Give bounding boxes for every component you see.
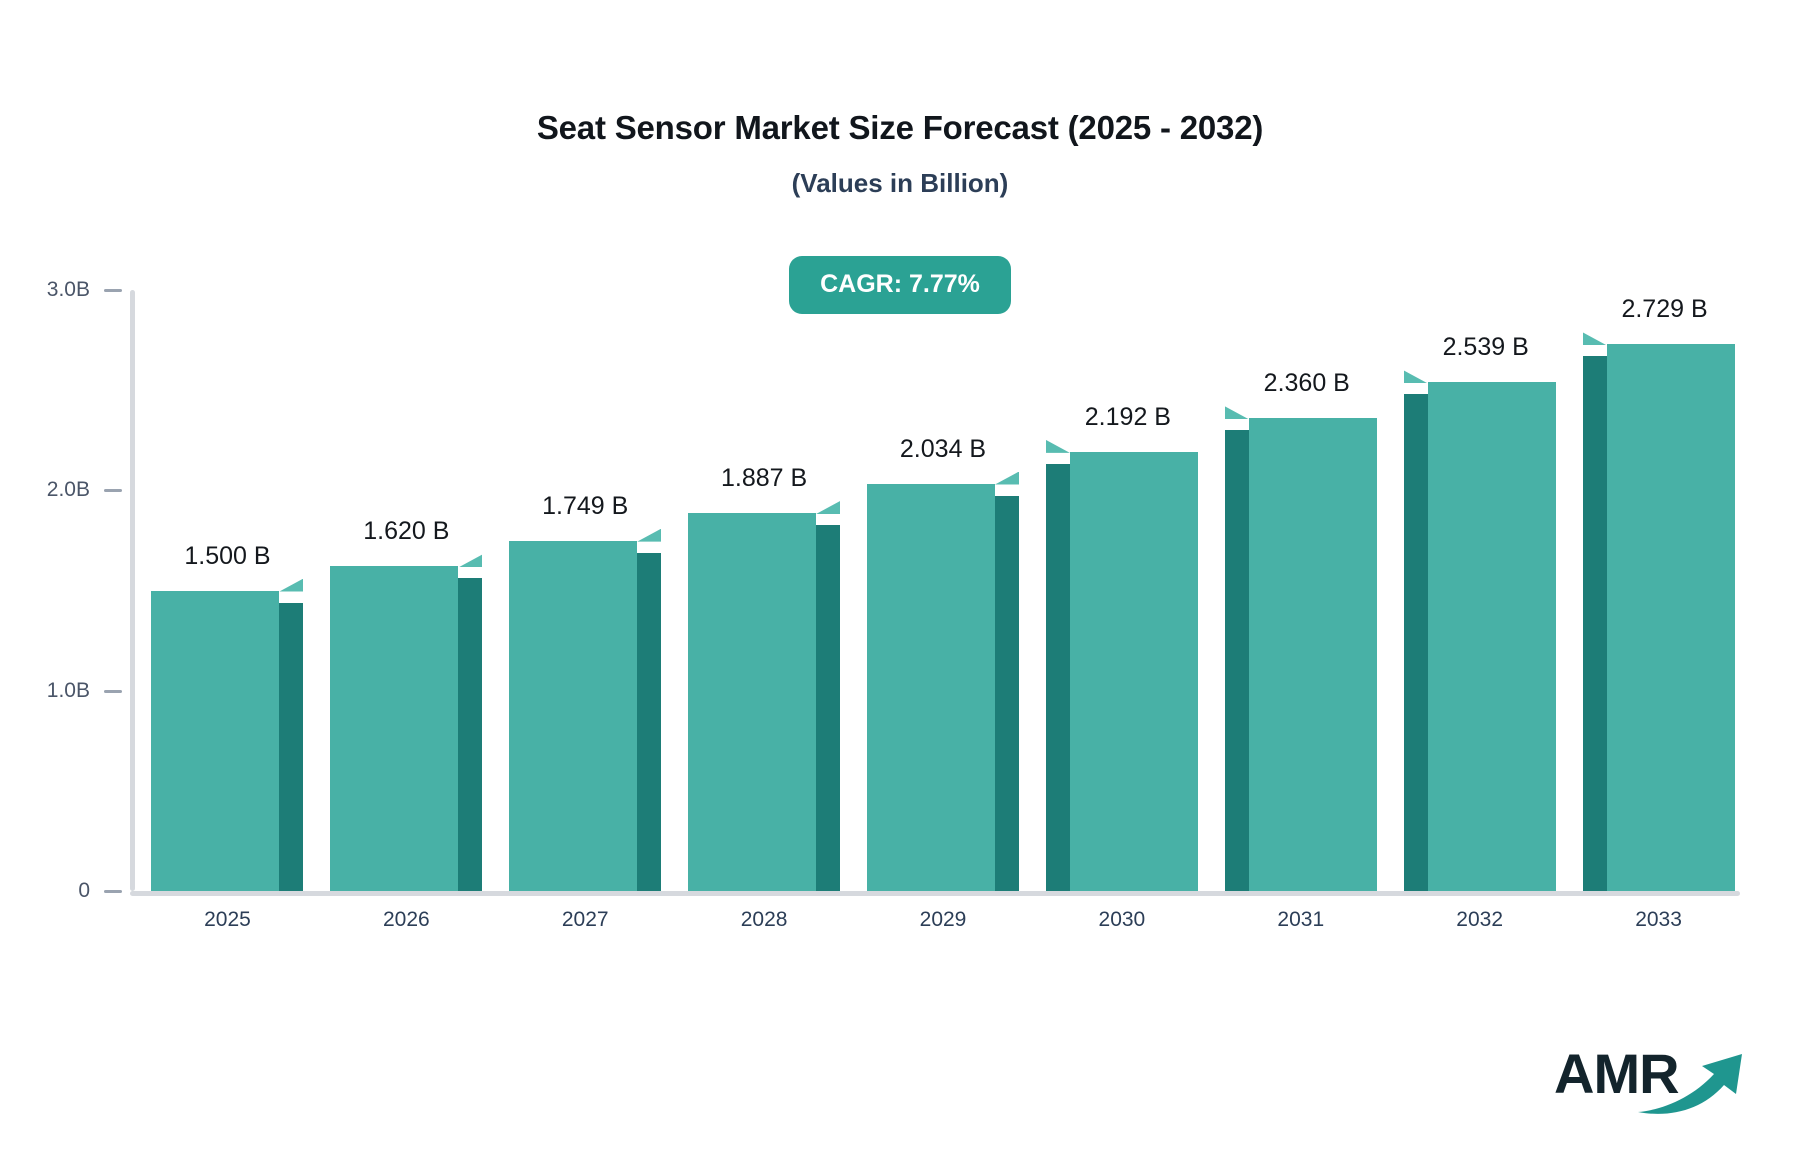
bar-series: 1.500 B 1.620 B 1.749 B 1.887 B 2.034 B 2.192… bbox=[130, 290, 1740, 891]
bar-side-face bbox=[1224, 430, 1249, 891]
x-axis-label: 2027 bbox=[561, 908, 609, 931]
bar-top-face bbox=[816, 500, 841, 514]
bar-3d bbox=[867, 471, 1019, 891]
bar-top-face bbox=[995, 471, 1019, 485]
bar-value-label: 1.887 B bbox=[721, 463, 808, 492]
x-axis-line bbox=[130, 891, 1740, 896]
bar-top-face bbox=[279, 578, 304, 592]
bar-top-face bbox=[1582, 332, 1607, 346]
bar-face bbox=[1248, 418, 1377, 891]
bar-column[interactable] bbox=[1224, 290, 1377, 891]
amr-logo: AMR bbox=[1554, 1036, 1754, 1122]
y-axis-tick: 3.0B bbox=[4, 278, 122, 302]
bar-value-label: 1.620 B bbox=[363, 517, 450, 546]
bar-top-face bbox=[458, 554, 483, 568]
bar-3d bbox=[1582, 332, 1735, 891]
bar-value-label: 2.539 B bbox=[1442, 333, 1529, 362]
y-axis-tick-label: 3.0B bbox=[46, 278, 90, 301]
bar-side-face bbox=[995, 495, 1019, 891]
x-axis-label: 2033 bbox=[1635, 908, 1682, 931]
chart-header: Seat Sensor Market Size Forecast (2025 -… bbox=[0, 108, 1800, 199]
y-axis-tick-label: 2.0B bbox=[46, 478, 90, 502]
bar-face bbox=[1427, 382, 1556, 891]
bar-3d bbox=[151, 578, 304, 891]
bar-side-face bbox=[1582, 356, 1607, 891]
y-axis-tick: 2.0B bbox=[4, 478, 122, 502]
bar-3d bbox=[1045, 439, 1198, 891]
page-title: Seat Sensor Market Size Forecast (2025 -… bbox=[536, 109, 1264, 146]
x-axis-label: 2031 bbox=[1277, 908, 1325, 931]
bar-side-face bbox=[816, 524, 841, 891]
y-axis-tick-label: 0 bbox=[78, 879, 90, 902]
bar-value-label: 2.034 B bbox=[899, 434, 987, 463]
bar-3d bbox=[1403, 370, 1556, 891]
cagr-badge: CAGR: 7.77% bbox=[789, 256, 1011, 314]
bar-top-face bbox=[1403, 370, 1428, 384]
x-axis-label: 2025 bbox=[204, 908, 251, 931]
y-axis-tick: 1.0B bbox=[4, 679, 122, 703]
bar-value-label: 1.500 B bbox=[184, 541, 271, 570]
bar-side-face bbox=[1403, 394, 1428, 891]
x-axis-label: 2028 bbox=[740, 908, 788, 931]
x-axis-label: 2032 bbox=[1456, 908, 1504, 931]
y-axis-tick-mark bbox=[104, 889, 122, 893]
bar-value-label: 2.360 B bbox=[1263, 369, 1350, 398]
plot-area: 3.0B 2.0B 1.0B 0 1.500 B 1.620 B 1.749 B 1.887… bbox=[47, 278, 1740, 931]
bar-face bbox=[688, 512, 817, 891]
bar-3d bbox=[330, 554, 483, 891]
cagr-badge-wrap: CAGR: 7.77% bbox=[0, 256, 1800, 314]
x-axis-label: 2026 bbox=[382, 908, 430, 931]
bar-column[interactable] bbox=[1403, 290, 1556, 891]
bar-side-face bbox=[458, 578, 483, 891]
bar-side-face bbox=[637, 552, 662, 891]
bar-3d bbox=[688, 500, 841, 891]
bar-face bbox=[151, 590, 280, 891]
bar-column[interactable] bbox=[688, 290, 841, 891]
bar-column[interactable] bbox=[330, 290, 483, 891]
y-axis-line bbox=[130, 290, 135, 891]
bar-side-face bbox=[1045, 463, 1070, 891]
bar-3d bbox=[1224, 406, 1377, 891]
x-axis-label: 2030 bbox=[1098, 908, 1146, 931]
bar-face bbox=[1069, 451, 1198, 891]
bar-face bbox=[330, 566, 459, 891]
bar-face bbox=[1606, 344, 1735, 891]
bar-side-face bbox=[279, 602, 304, 891]
bar-value-label: 1.749 B bbox=[542, 491, 629, 520]
bar-value-label: 2.192 B bbox=[1084, 402, 1171, 431]
x-axis-label: 2029 bbox=[919, 908, 967, 931]
bar-top-face bbox=[637, 528, 662, 542]
bar-column[interactable] bbox=[151, 290, 304, 891]
y-axis-tick-mark bbox=[104, 689, 122, 693]
y-axis-tick: 0 bbox=[4, 879, 122, 903]
logo-text: AMR bbox=[1554, 1042, 1680, 1105]
bar-value-label: 2.729 B bbox=[1621, 295, 1708, 324]
bar-column[interactable] bbox=[867, 290, 1019, 891]
bar-top-face bbox=[1224, 406, 1249, 420]
y-axis-tick-mark bbox=[104, 288, 122, 292]
y-axis-tick-mark bbox=[104, 489, 122, 493]
bar-column[interactable] bbox=[1045, 290, 1198, 891]
chart-subtitle: (Values in Billion) bbox=[791, 167, 1009, 198]
bar-column[interactable] bbox=[1582, 290, 1735, 891]
bar-column[interactable] bbox=[509, 290, 662, 891]
bar-top-face bbox=[1045, 439, 1070, 453]
bar-face bbox=[867, 483, 995, 891]
y-axis-tick-label: 1.0B bbox=[46, 678, 90, 702]
bar-face bbox=[509, 540, 638, 891]
bar-3d bbox=[509, 528, 662, 891]
trend-up-arrow-icon bbox=[1638, 1054, 1742, 1114]
